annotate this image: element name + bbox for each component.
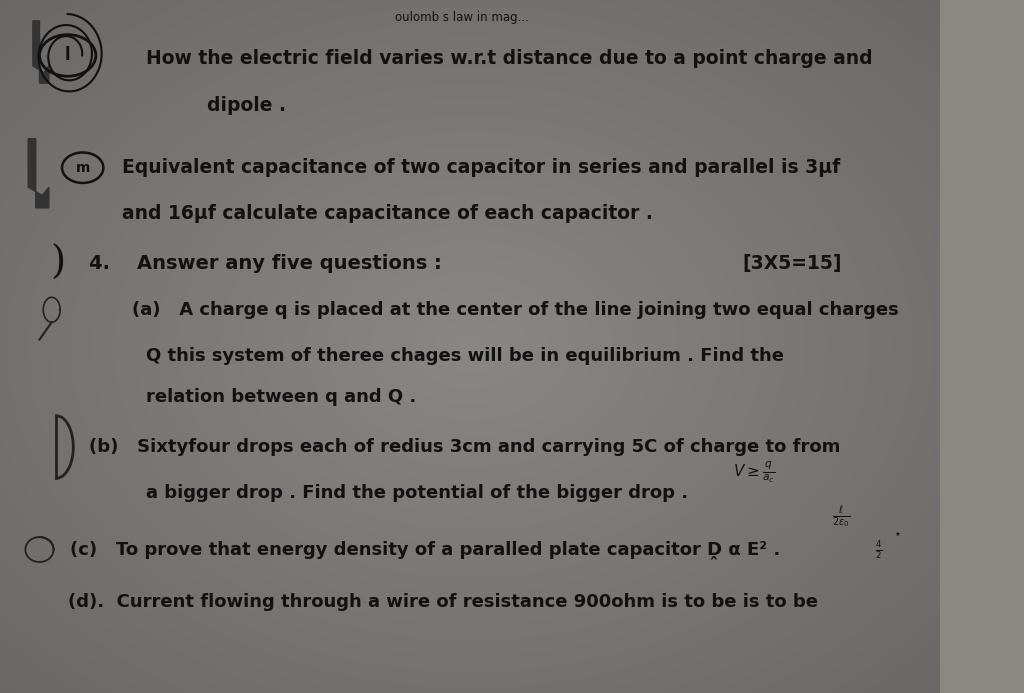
Text: (b)   Sixtyfour drops each of redius 3cm and carrying 5C of charge to from: (b) Sixtyfour drops each of redius 3cm a… xyxy=(89,438,841,456)
Text: $\star$: $\star$ xyxy=(893,527,901,540)
Text: a bigger drop . Find the potential of the bigger drop .: a bigger drop . Find the potential of th… xyxy=(145,484,688,502)
Text: $\frac{\ell}{2\epsilon_0}$: $\frac{\ell}{2\epsilon_0}$ xyxy=(833,504,850,529)
Text: dipole .: dipole . xyxy=(207,96,286,115)
Text: 4.    Answer any five questions :: 4. Answer any five questions : xyxy=(89,254,442,273)
Text: (a)   A charge q is placed at the center of the line joining two equal charges: (a) A charge q is placed at the center o… xyxy=(131,301,898,319)
Text: (c)   To prove that energy density of a paralled plate capacitor Ḓ α E² .: (c) To prove that energy density of a pa… xyxy=(71,541,780,559)
Text: relation between q and Q .: relation between q and Q . xyxy=(145,388,416,406)
Text: Q this system of theree chages will be in equilibrium . Find the: Q this system of theree chages will be i… xyxy=(145,346,783,365)
Text: $\frac{4}{2}$: $\frac{4}{2}$ xyxy=(874,538,883,561)
Text: $V \geq \frac{q}{a_c}$: $V \geq \frac{q}{a_c}$ xyxy=(733,460,775,485)
Text: l: l xyxy=(65,46,71,64)
Polygon shape xyxy=(33,21,49,83)
Text: m: m xyxy=(76,161,90,175)
Text: ): ) xyxy=(50,245,66,282)
Text: (d).  Current flowing through a wire of resistance 900ohm is to be is to be: (d). Current flowing through a wire of r… xyxy=(68,593,817,611)
Text: oulomb s law in mag...: oulomb s law in mag... xyxy=(394,11,528,24)
Text: and 16μf calculate capacitance of each capacitor .: and 16μf calculate capacitance of each c… xyxy=(122,204,653,223)
Text: How the electric field varies w.r.t distance due to a point charge and: How the electric field varies w.r.t dist… xyxy=(145,49,872,69)
Text: Equivalent capacitance of two capacitor in series and parallel is 3μf: Equivalent capacitance of two capacitor … xyxy=(122,158,841,177)
Text: [3X5=15]: [3X5=15] xyxy=(742,254,842,273)
Polygon shape xyxy=(29,139,49,208)
